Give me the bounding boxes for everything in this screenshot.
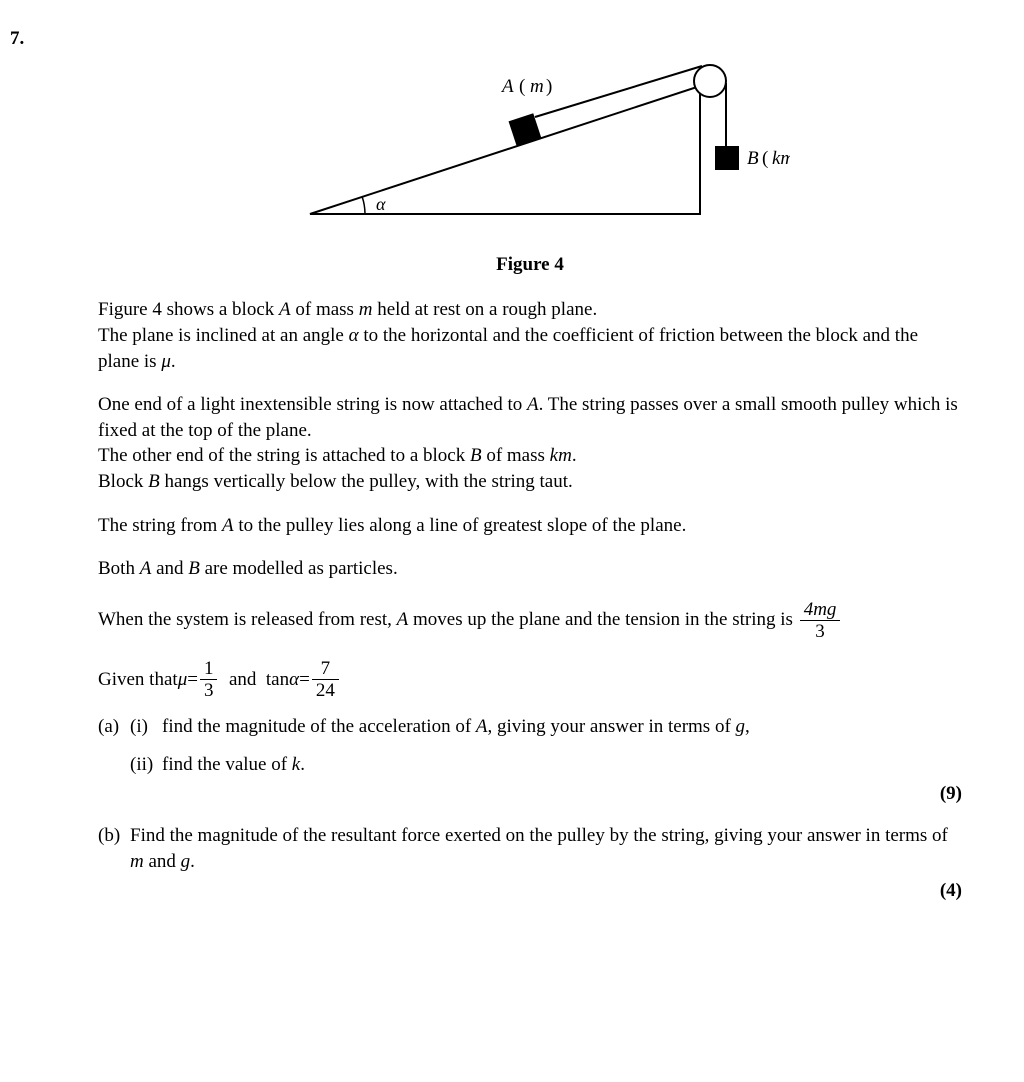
text: and tan [219, 667, 289, 693]
var-A: A [222, 515, 234, 536]
fraction-numerator: 7 [312, 659, 339, 680]
question-number: 7. [10, 26, 24, 52]
text: Block [98, 471, 148, 492]
var-m: m [130, 851, 144, 872]
fraction-denominator: 24 [312, 680, 339, 700]
text: . [171, 351, 176, 372]
text: find the value of [162, 754, 292, 775]
var-g: g [181, 851, 191, 872]
text: held at rest on a rough plane. [372, 299, 597, 320]
var-k: k [292, 754, 300, 775]
text: = [187, 667, 198, 693]
svg-text:m: m [530, 76, 544, 97]
text: , [745, 716, 750, 737]
var-A: A [279, 299, 291, 320]
svg-text:A: A [500, 76, 514, 97]
paragraph-4: Both A and B are modelled as particles. [98, 556, 962, 582]
paragraph-5: When the system is released from rest, A… [98, 600, 962, 641]
text: . [572, 445, 577, 466]
svg-text:B: B [747, 148, 759, 169]
var-mu: μ [161, 351, 171, 372]
svg-text:): ) [546, 76, 552, 97]
text: moves up the plane and the tension in th… [408, 609, 797, 630]
tension-fraction: 4mg 3 [800, 600, 841, 641]
var-A: A [476, 716, 488, 737]
svg-text:km: km [772, 148, 790, 169]
var-km: km [550, 445, 572, 466]
var-alpha: α [349, 325, 359, 346]
var-A: A [140, 558, 152, 579]
fraction-denominator: 3 [800, 621, 841, 641]
text: The string from [98, 515, 222, 536]
marks-a: (9) [98, 781, 962, 807]
var-A: A [527, 394, 539, 415]
part-a-ii-text: find the value of k. [162, 752, 962, 778]
text: hangs vertically below the pulley, with … [160, 471, 573, 492]
text: = [299, 667, 310, 693]
svg-text:(: ( [519, 76, 525, 97]
var-B: B [188, 558, 200, 579]
text: One end of a light inextensible string i… [98, 394, 527, 415]
text: are modelled as particles. [200, 558, 398, 579]
var-mu: μ [178, 667, 188, 693]
text: The plane is inclined at an angle [98, 325, 349, 346]
text: Find the magnitude of the resultant forc… [130, 825, 948, 846]
text: to the pulley lies along a line of great… [234, 515, 687, 536]
part-a-i-text: find the magnitude of the acceleration o… [162, 714, 962, 740]
text: , giving your answer in terms of [488, 716, 736, 737]
figure-caption: Figure 4 [98, 252, 962, 278]
fraction-numerator: 4mg [800, 600, 841, 621]
subpart-label-ii: (ii) [130, 752, 162, 778]
fraction-denominator: 3 [200, 680, 218, 700]
var-m: m [359, 299, 373, 320]
svg-text:(: ( [762, 148, 768, 169]
text: Both [98, 558, 140, 579]
text: of mass [482, 445, 550, 466]
text: find the magnitude of the acceleration o… [162, 716, 476, 737]
text: and [151, 558, 188, 579]
text: . [190, 851, 195, 872]
text: When the system is released from rest, [98, 609, 397, 630]
figure-diagram: α A ( m ) B ( km ) [270, 36, 790, 236]
marks-b: (4) [98, 878, 962, 904]
part-a-ii: (ii) find the value of k. [98, 752, 962, 778]
var-g: g [736, 716, 746, 737]
figure-container: α A ( m ) B ( km ) [98, 36, 962, 244]
var-B: B [470, 445, 482, 466]
text: Figure 4 shows a block [98, 299, 279, 320]
text: The other end of the string is attached … [98, 445, 470, 466]
fraction-numerator: 1 [200, 659, 218, 680]
part-label-spacer [98, 752, 130, 778]
text: . [300, 754, 305, 775]
question-content: α A ( m ) B ( km ) Figure 4 [98, 36, 962, 904]
text: and [144, 851, 181, 872]
svg-text:α: α [376, 194, 386, 214]
text: Given that [98, 667, 178, 693]
paragraph-1: Figure 4 shows a block A of mass m held … [98, 297, 962, 374]
paragraph-3: The string from A to the pulley lies alo… [98, 513, 962, 539]
part-label-b: (b) [98, 823, 130, 874]
var-A: A [397, 609, 409, 630]
part-a-i: (a) (i) find the magnitude of the accele… [98, 714, 962, 740]
part-label-a: (a) [98, 714, 130, 740]
subpart-label-i: (i) [130, 714, 162, 740]
paragraph-2: One end of a light inextensible string i… [98, 392, 962, 495]
given-line: Given that μ = 1 3 and tanα = 7 24 [98, 659, 962, 700]
tan-fraction: 7 24 [312, 659, 339, 700]
var-alpha: α [289, 667, 299, 693]
var-B: B [148, 471, 160, 492]
mu-fraction: 1 3 [200, 659, 218, 700]
part-b-text: Find the magnitude of the resultant forc… [130, 823, 962, 874]
part-b: (b) Find the magnitude of the resultant … [98, 823, 962, 874]
text: of mass [291, 299, 359, 320]
